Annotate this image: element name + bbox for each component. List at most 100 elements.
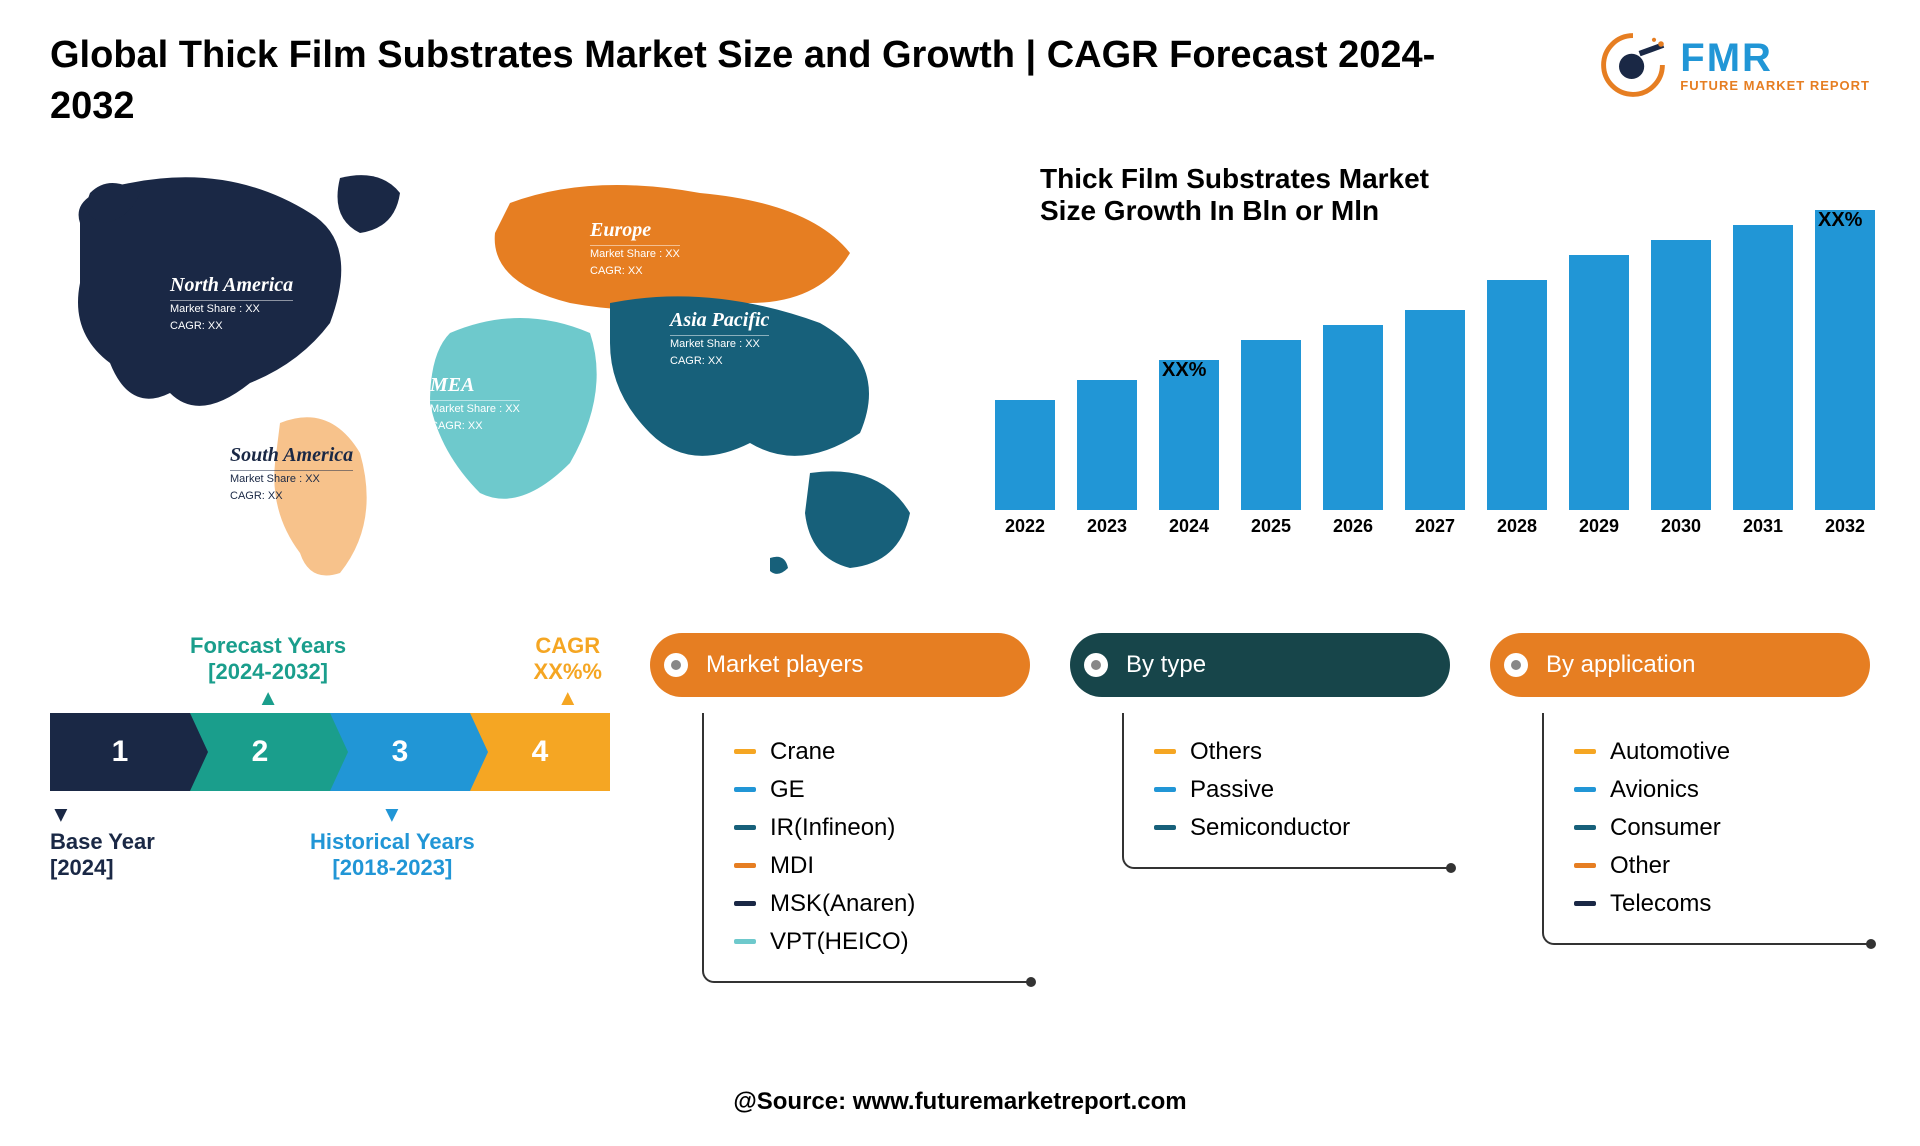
segment-item-label: VPT(HEICO) [770,928,909,956]
segment-item: Others [1154,733,1430,771]
segment-item: Avionics [1574,771,1850,809]
bar-wrap: 2028 [1482,280,1552,537]
segment-item: Other [1574,847,1850,885]
seg-header-players: Market players [650,633,1030,697]
seg-body-app: Automotive Avionics Consumer Other Telecoms [1542,713,1870,945]
bar-chart: 2022202320242025202620272028202920302031… [980,237,1890,537]
source-attribution: @Source: www.futuremarketreport.com [0,1088,1920,1116]
tick-icon [734,901,756,906]
region-cagr: CAGR: XX [430,418,520,434]
tick-icon [734,749,756,754]
timeline-seg-1: 1 [50,713,190,791]
segment-item-label: Consumer [1610,814,1721,842]
bar-wrap: 2031 [1728,225,1798,537]
segment-item: Crane [734,733,1010,771]
chart-title: Thick Film Substrates Market Size Growth… [1040,163,1460,227]
segment-item-label: MSK(Anaren) [770,890,915,918]
timeline-seg-4: 4 [470,713,610,791]
row-map-chart: North AmericaMarket Share : XXCAGR: XXSo… [50,163,1870,583]
segment-item: VPT(HEICO) [734,923,1010,961]
triangle-down-icon: ▲ [190,685,346,711]
row-segments: Forecast Years [2024-2032] ▲ CAGR XX%% ▲… [50,633,1870,983]
tick-icon [1574,749,1596,754]
segment-item-label: Automotive [1610,738,1730,766]
annot-forecast-value: [2024-2032] [208,659,328,684]
bar [1651,240,1711,510]
region-cagr: CAGR: XX [230,488,353,504]
segment-item-label: IR(Infineon) [770,814,895,842]
bar-year-label: 2030 [1661,516,1701,537]
region-share: Market Share : XX [590,245,680,262]
segment-item: GE [734,771,1010,809]
segment-item: IR(Infineon) [734,809,1010,847]
triangle-down-icon: ▲ [50,803,72,829]
annot-forecast-label: Forecast Years [190,633,346,658]
timeline-bar: 1 2 3 4 [50,713,610,791]
segment-item: Consumer [1574,809,1850,847]
bar [1323,325,1383,510]
region-cagr: CAGR: XX [590,263,680,279]
tick-icon [1574,863,1596,868]
logo-text: FMR [1680,38,1870,78]
timeline-section: Forecast Years [2024-2032] ▲ CAGR XX%% ▲… [50,633,610,791]
segment-market-players: Market players Crane GE IR(Infineon) MDI MSK… [650,633,1030,983]
region-name: Asia Pacific [670,308,769,333]
segment-item-label: Telecoms [1610,890,1711,918]
region-share: Market Share : XX [170,300,293,317]
segment-item: Semiconductor [1154,809,1430,847]
seg-title-app: By application [1546,651,1695,679]
region-name: South America [230,443,353,468]
bullet-icon [1084,653,1108,677]
world-map: North AmericaMarket Share : XXCAGR: XXSo… [50,163,950,583]
annot-cagr: CAGR XX%% ▲ [534,633,602,711]
tick-icon [1154,749,1176,754]
segment-by-application: By application Automotive Avionics Consume… [1490,633,1870,945]
annot-historical-value: [2018-2023] [332,855,452,880]
bar-wrap: 2030 [1646,240,1716,537]
region-cagr: CAGR: XX [670,353,769,369]
tl-num-2: 2 [252,735,269,769]
annot-forecast: Forecast Years [2024-2032] ▲ [190,633,346,711]
bar-wrap: 2022 [990,400,1060,537]
logo-text-wrap: FMR FUTURE MARKET REPORT [1680,38,1870,93]
segment-item: MSK(Anaren) [734,885,1010,923]
tick-icon [1154,825,1176,830]
annot-historical-label: Historical Years [310,829,475,854]
annot-base: ▲ Base Year [2024] [50,803,155,881]
bar-wrap: 2032 [1810,210,1880,537]
segment-item: MDI [734,847,1010,885]
fmr-logo-icon [1598,30,1668,100]
bar-year-label: 2031 [1743,516,1783,537]
region-name: North America [170,273,293,298]
bar-year-label: 2032 [1825,516,1865,537]
segment-item: Passive [1154,771,1430,809]
bar [995,400,1055,510]
annot-base-value: [2024] [50,855,114,880]
region-name: Europe [590,218,680,243]
region-label-mea: MEAMarket Share : XXCAGR: XX [430,373,520,435]
bar-year-label: 2027 [1415,516,1455,537]
bar-wrap: 2027 [1400,310,1470,537]
region-label-sa: South AmericaMarket Share : XXCAGR: XX [230,443,353,505]
triangle-down-icon: ▲ [381,803,403,829]
tick-icon [734,825,756,830]
bar-year-label: 2022 [1005,516,1045,537]
bar-wrap: 2025 [1236,340,1306,537]
page-title: Global Thick Film Substrates Market Size… [50,30,1450,133]
tick-icon [734,939,756,944]
segment-item-label: Crane [770,738,835,766]
tick-icon [734,787,756,792]
region-share: Market Share : XX [430,400,520,417]
seg-header-type: By type [1070,633,1450,697]
segment-item-label: Others [1190,738,1262,766]
bar [1733,225,1793,510]
annot-cagr-label: CAGR [535,633,600,658]
seg-title-players: Market players [706,651,863,679]
bullet-icon [1504,653,1528,677]
region-label-ap: Asia PacificMarket Share : XXCAGR: XX [670,308,769,370]
annot-cagr-value: XX%% [534,659,602,684]
segment-item-label: Other [1610,852,1670,880]
region-cagr: CAGR: XX [170,318,293,334]
segment-item-label: MDI [770,852,814,880]
bars-container: 2022202320242025202620272028202920302031… [980,237,1890,537]
